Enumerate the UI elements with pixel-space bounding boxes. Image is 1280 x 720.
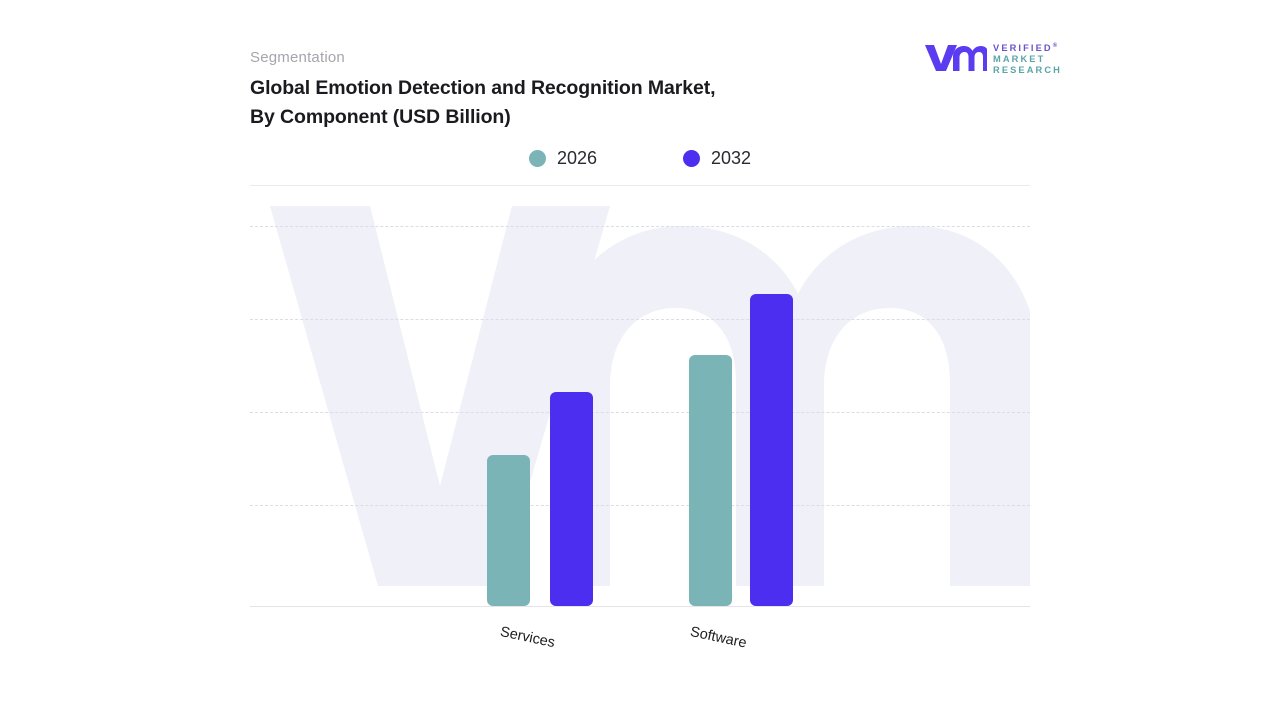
page-title-line-1: Global Emotion Detection and Recognition… bbox=[250, 77, 716, 99]
x-axis-line bbox=[250, 606, 1030, 607]
gridline-4 bbox=[250, 226, 1030, 227]
x-axis-label-services: Services bbox=[498, 624, 557, 652]
legend-item-2032[interactable]: 2032 bbox=[683, 148, 751, 169]
legend-item-2026[interactable]: 2026 bbox=[528, 148, 597, 169]
chart-bars bbox=[250, 186, 1030, 606]
gridline-1 bbox=[250, 505, 1030, 506]
legend-swatch-2032 bbox=[683, 150, 700, 167]
gridline-3 bbox=[250, 319, 1030, 320]
chart-legend: 2026 2032 bbox=[250, 148, 1030, 169]
logo-word-research: RESEARCH bbox=[993, 64, 1062, 75]
segmentation-eyebrow: Segmentation bbox=[250, 49, 345, 66]
vmr-logo: VERIFIED® MARKET RESEARCH bbox=[923, 40, 1062, 77]
gridline-2 bbox=[250, 412, 1030, 413]
logo-word-verified-text: VERIFIED bbox=[993, 42, 1053, 53]
x-axis-label-software: Software bbox=[688, 624, 748, 652]
page-title: Global Emotion Detection and Recognition… bbox=[250, 74, 870, 131]
logo-word-market: MARKET bbox=[993, 53, 1046, 64]
bar-software-2032[interactable] bbox=[750, 294, 793, 606]
logo-word-verified: VERIFIED® bbox=[993, 43, 1062, 54]
legend-label-2026: 2026 bbox=[556, 148, 597, 168]
legend-label-2032: 2032 bbox=[711, 148, 752, 168]
registered-mark-icon: ® bbox=[1052, 42, 1058, 49]
chart-plot-area: Services Software bbox=[250, 186, 1030, 652]
vmr-logo-wordmark: VERIFIED® MARKET RESEARCH bbox=[993, 42, 1062, 76]
bar-software-2026[interactable] bbox=[689, 355, 732, 606]
x-axis-labels: Services Software bbox=[250, 606, 1030, 676]
chart-gridlines bbox=[250, 186, 1030, 606]
bar-services-2032[interactable] bbox=[550, 392, 593, 606]
bar-services-2026[interactable] bbox=[487, 455, 530, 606]
vmr-logo-mark-icon bbox=[923, 40, 990, 77]
page-title-line-2: By Component (USD Billion) bbox=[250, 105, 511, 128]
legend-swatch-2026 bbox=[528, 150, 546, 167]
header-divider bbox=[250, 185, 1030, 186]
